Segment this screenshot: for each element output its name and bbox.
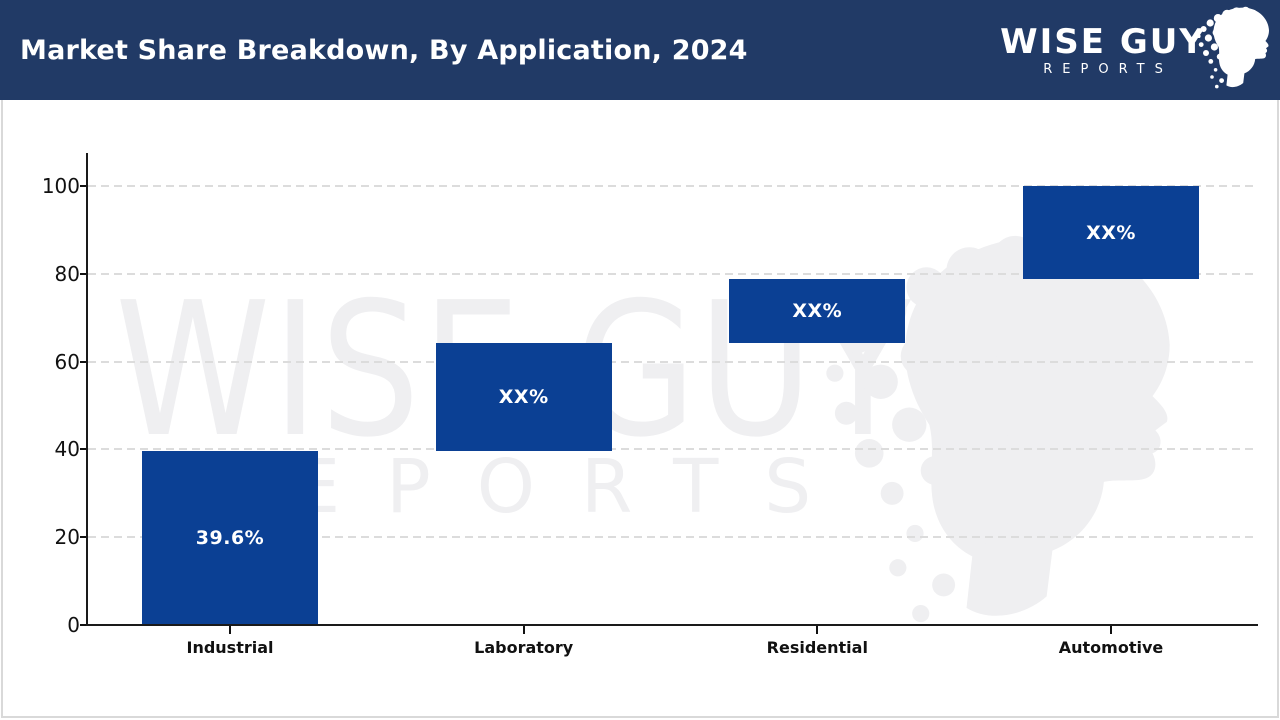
bar-automotive: XX% xyxy=(1023,186,1199,280)
x-axis-category-label: Laboratory xyxy=(474,638,574,657)
bar-residential: XX% xyxy=(729,279,906,344)
y-axis-tick-label: 60 xyxy=(54,349,80,374)
y-axis-tick-label: 80 xyxy=(54,261,80,286)
y-axis-tick-label: 40 xyxy=(54,437,80,462)
y-axis-tick-label: 100 xyxy=(41,174,80,198)
bar-industrial: 39.6% xyxy=(142,451,318,625)
y-tick-mark xyxy=(80,624,88,626)
x-tick-mark xyxy=(816,626,819,634)
grid-line xyxy=(88,360,1258,363)
x-axis-category-label: Residential xyxy=(766,638,868,657)
bar-value-label: 39.6% xyxy=(195,527,265,550)
grid-line xyxy=(88,272,1258,275)
grid-line xyxy=(88,448,1258,451)
y-tick-mark xyxy=(80,448,88,451)
y-tick-mark xyxy=(80,360,88,363)
bar-value-label: XX% xyxy=(792,300,843,323)
x-axis-line xyxy=(86,624,1258,626)
wise-guy-logo: WISE GUY REPORTS xyxy=(1000,4,1272,96)
y-axis-tick-label: 20 xyxy=(54,525,80,550)
logo-brand-text: WISE GUY xyxy=(1000,21,1206,62)
x-axis-category-label: Industrial xyxy=(186,638,274,657)
y-axis-line xyxy=(86,153,88,626)
bar-value-label: XX% xyxy=(498,386,549,409)
grid-line xyxy=(88,536,1258,539)
bar-value-label: XX% xyxy=(1086,221,1136,244)
grid-line xyxy=(88,185,1258,187)
bar-laboratory: XX% xyxy=(435,343,612,452)
header-bar: Market Share Breakdown, By Application, … xyxy=(0,0,1280,100)
x-tick-mark xyxy=(522,626,525,634)
x-tick-mark xyxy=(1110,626,1112,634)
y-tick-mark xyxy=(80,536,88,539)
page-title: Market Share Breakdown, By Application, … xyxy=(20,34,748,66)
y-tick-mark xyxy=(80,185,88,187)
y-axis-tick-label: 0 xyxy=(67,613,80,637)
x-axis-category-label: Automotive xyxy=(1058,638,1164,657)
x-tick-mark xyxy=(229,626,231,634)
logo-sub-text: REPORTS xyxy=(1043,61,1173,77)
y-tick-mark xyxy=(80,272,88,275)
